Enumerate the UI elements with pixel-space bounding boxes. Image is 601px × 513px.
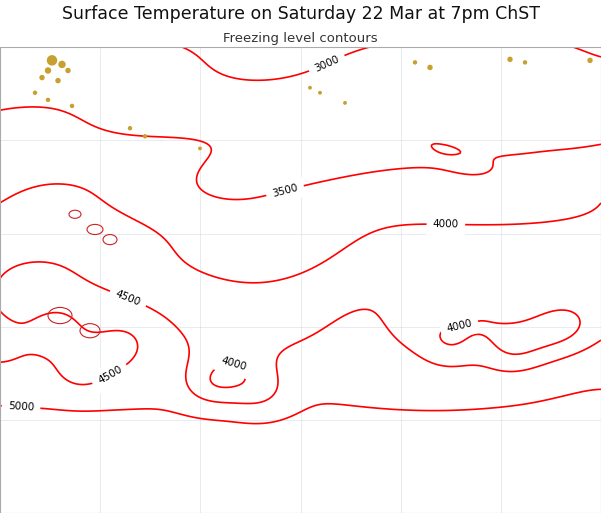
Circle shape xyxy=(70,105,73,107)
Circle shape xyxy=(523,61,526,64)
Circle shape xyxy=(588,58,592,63)
Circle shape xyxy=(144,135,147,138)
Circle shape xyxy=(46,98,49,102)
Circle shape xyxy=(199,147,201,150)
Circle shape xyxy=(46,68,50,73)
Text: 3500: 3500 xyxy=(271,182,299,199)
Text: 4500: 4500 xyxy=(96,364,124,386)
Circle shape xyxy=(59,62,65,67)
Circle shape xyxy=(40,75,44,80)
Circle shape xyxy=(413,61,416,64)
Text: 4000: 4000 xyxy=(219,355,248,372)
Text: 4000: 4000 xyxy=(433,219,459,229)
Text: 4500: 4500 xyxy=(114,289,142,308)
Circle shape xyxy=(344,102,346,104)
Text: 5000: 5000 xyxy=(8,401,34,413)
Circle shape xyxy=(428,66,432,69)
Circle shape xyxy=(47,56,56,65)
Circle shape xyxy=(34,91,37,94)
Text: Freezing level contours: Freezing level contours xyxy=(223,32,378,45)
Text: Surface Temperature on Saturday 22 Mar at 7pm ChST: Surface Temperature on Saturday 22 Mar a… xyxy=(61,5,540,23)
Circle shape xyxy=(319,91,321,94)
Text: 4000: 4000 xyxy=(445,318,473,334)
Circle shape xyxy=(66,68,70,72)
Circle shape xyxy=(56,78,60,83)
Circle shape xyxy=(309,87,311,89)
Circle shape xyxy=(129,127,132,130)
Text: 3000: 3000 xyxy=(313,53,341,73)
Circle shape xyxy=(508,57,512,62)
